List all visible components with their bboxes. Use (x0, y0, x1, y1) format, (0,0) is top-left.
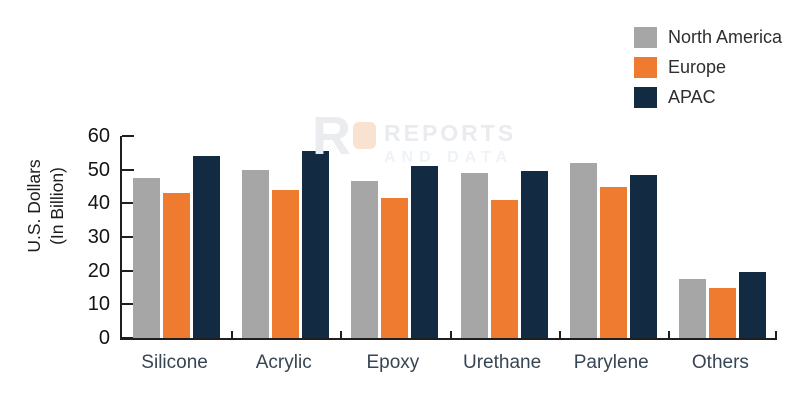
bar-europe-epoxy (381, 198, 409, 338)
bar-apac-others (738, 272, 766, 338)
bar-apac-urethane (520, 171, 548, 338)
bar-europe-parylene (599, 186, 627, 338)
legend-label: Europe (668, 56, 727, 77)
plot-area (120, 135, 777, 340)
legend-item-europe: Europe (634, 56, 782, 78)
y-tick (122, 236, 134, 238)
legend-item-apac: APAC (634, 86, 782, 108)
bar-europe-acrylic (272, 189, 300, 338)
bar-north-america-acrylic (242, 169, 270, 338)
x-category-label-epoxy: Epoxy (366, 352, 420, 373)
legend-label: APAC (668, 86, 716, 107)
bar-apac-parylene (629, 174, 657, 338)
bar-europe-urethane (490, 199, 518, 338)
y-tick-label: 0 (98, 327, 110, 349)
bar-europe-others (708, 287, 736, 338)
x-tick (231, 331, 234, 338)
y-tick-label: 10 (87, 293, 110, 316)
legend-label: North America (668, 26, 783, 47)
bar-apac-epoxy (411, 166, 439, 338)
x-category-label-acrylic: Acrylic (255, 352, 312, 373)
bar-apac-acrylic (302, 151, 330, 338)
x-tick (449, 331, 452, 338)
bar-europe-silicone (163, 193, 191, 338)
x-tick (558, 331, 561, 338)
y-tick (122, 337, 134, 339)
x-tick (340, 331, 343, 338)
x-category-label-parylene: Parylene (573, 352, 649, 373)
x-category-label-silicone: Silicone (141, 352, 208, 373)
y-tick-label: 50 (87, 158, 110, 181)
y-tick (122, 168, 134, 171)
bar-north-america-others (678, 279, 706, 338)
x-tick (667, 331, 670, 338)
bar-north-america-silicone (133, 178, 161, 338)
bar-north-america-parylene (569, 162, 597, 338)
bar-north-america-epoxy (351, 181, 379, 338)
bar-north-america-urethane (460, 173, 488, 338)
legend-item-north-america: North America (634, 26, 782, 48)
legend-swatch-icon (634, 86, 657, 108)
y-tick-label: 40 (87, 192, 110, 215)
y-tick (122, 303, 134, 306)
y-tick (122, 269, 134, 272)
y-tick (122, 135, 134, 137)
x-tick (775, 331, 777, 338)
x-category-label-others: Others (691, 352, 749, 373)
legend-swatch-icon (634, 26, 657, 48)
y-tick (122, 202, 134, 205)
y-tick-label: 20 (87, 259, 110, 282)
y-axis-title-line1: U.S. Dollars (24, 159, 44, 253)
y-tick-label: 30 (87, 226, 110, 248)
legend-swatch-icon (634, 56, 657, 78)
y-tick-label: 60 (87, 125, 110, 147)
legend: North America Europe APAC (634, 26, 782, 116)
x-category-label-urethane: Urethane (462, 352, 542, 373)
bar-apac-silicone (193, 156, 221, 338)
